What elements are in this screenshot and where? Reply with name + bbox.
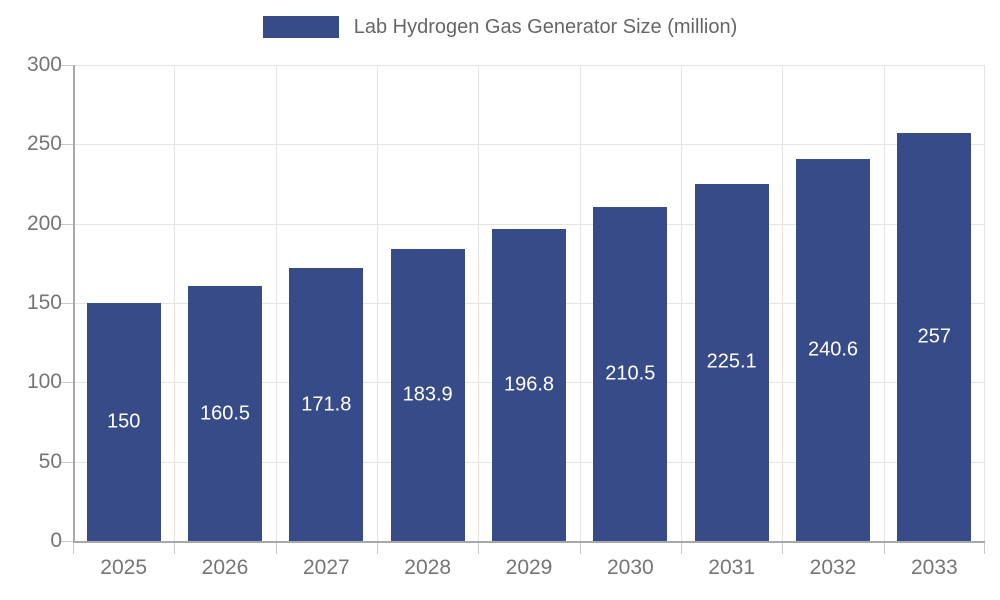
bar-value-label: 240.6 bbox=[807, 338, 859, 361]
bar[interactable]: 257 bbox=[897, 133, 972, 541]
bar-value-label: 257 bbox=[917, 325, 952, 348]
legend-title: Lab Hydrogen Gas Generator Size (million… bbox=[353, 16, 738, 38]
x-axis-label: 2026 bbox=[201, 556, 249, 579]
legend-swatch bbox=[262, 16, 339, 38]
v-gridline bbox=[275, 65, 277, 541]
bar-value-label: 225.1 bbox=[706, 350, 757, 373]
x-axis-tick bbox=[377, 541, 378, 554]
bar[interactable]: 196.8 bbox=[492, 228, 566, 541]
bar-value-label: 210.5 bbox=[605, 362, 656, 385]
x-axis-label: 2032 bbox=[809, 556, 857, 579]
bar[interactable]: 210.5 bbox=[593, 207, 668, 541]
h-gridline bbox=[73, 144, 985, 146]
y-axis-tick bbox=[60, 144, 73, 146]
bar-value-label: 160.5 bbox=[199, 402, 251, 425]
x-axis-tick bbox=[478, 541, 480, 554]
x-axis-label: 2030 bbox=[606, 556, 654, 579]
v-gridline bbox=[782, 65, 784, 541]
h-gridline bbox=[73, 65, 985, 66]
y-axis-tick bbox=[60, 461, 73, 463]
y-axis-tick bbox=[60, 223, 73, 225]
bar-value-label: 196.8 bbox=[503, 373, 555, 396]
v-gridline bbox=[883, 65, 885, 541]
y-axis-tick bbox=[60, 382, 73, 384]
v-gridline bbox=[174, 65, 176, 541]
v-gridline bbox=[377, 65, 378, 541]
y-axis-label: 100 bbox=[26, 370, 62, 394]
bar-value-label: 171.8 bbox=[301, 393, 352, 416]
x-axis-tick bbox=[883, 541, 885, 554]
bar-value-label: 183.9 bbox=[402, 383, 453, 406]
y-axis-label: 50 bbox=[38, 449, 62, 473]
y-axis-line bbox=[73, 65, 75, 541]
x-axis-tick bbox=[782, 541, 784, 554]
x-axis-label: 2029 bbox=[505, 556, 553, 579]
x-axis-tick bbox=[681, 541, 682, 554]
y-axis-label: 0 bbox=[50, 529, 62, 552]
bar[interactable]: 160.5 bbox=[188, 286, 262, 541]
bar[interactable]: 171.8 bbox=[289, 268, 364, 541]
v-gridline bbox=[984, 65, 985, 541]
x-axis-label: 2033 bbox=[910, 556, 958, 579]
bar[interactable]: 240.6 bbox=[796, 159, 870, 541]
bar-value-label: 150 bbox=[106, 410, 141, 433]
x-axis-tick bbox=[174, 541, 176, 554]
y-axis-tick bbox=[60, 65, 73, 66]
x-axis-line bbox=[73, 541, 985, 543]
y-axis-label: 250 bbox=[26, 132, 62, 156]
bar[interactable]: 225.1 bbox=[694, 183, 769, 541]
y-axis-tick bbox=[60, 303, 73, 304]
x-axis-label: 2031 bbox=[708, 556, 756, 579]
x-axis-tick bbox=[984, 541, 985, 554]
bar[interactable]: 150 bbox=[86, 303, 161, 541]
legend[interactable]: Lab Hydrogen Gas Generator Size (million… bbox=[0, 16, 1000, 38]
plot-area: 150 160.5 171.8 183.9 196.8 210.5 225.1 240.6 25… bbox=[60, 65, 985, 554]
x-axis-tick bbox=[73, 541, 74, 554]
x-axis-label: 2027 bbox=[302, 556, 350, 579]
x-axis-tick bbox=[579, 541, 581, 554]
x-axis-label: 2025 bbox=[100, 556, 148, 579]
y-axis-label: 200 bbox=[26, 211, 62, 235]
x-axis-label: 2028 bbox=[404, 556, 452, 579]
y-axis-tick bbox=[60, 541, 73, 542]
x-axis-tick bbox=[275, 541, 277, 554]
v-gridline bbox=[681, 65, 682, 541]
bar[interactable]: 183.9 bbox=[390, 249, 465, 541]
y-axis-label: 300 bbox=[26, 53, 62, 76]
v-gridline bbox=[478, 65, 480, 541]
h-gridline bbox=[73, 223, 985, 225]
v-gridline bbox=[579, 65, 581, 541]
y-axis-label: 150 bbox=[26, 291, 62, 314]
